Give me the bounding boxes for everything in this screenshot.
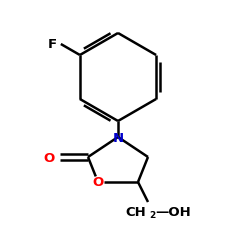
Text: —OH: —OH	[155, 206, 191, 219]
Text: F: F	[48, 37, 57, 50]
Text: O: O	[44, 151, 55, 164]
Text: N: N	[112, 131, 123, 144]
Text: CH: CH	[125, 206, 146, 219]
Text: 2: 2	[149, 211, 155, 220]
Text: O: O	[92, 176, 104, 189]
